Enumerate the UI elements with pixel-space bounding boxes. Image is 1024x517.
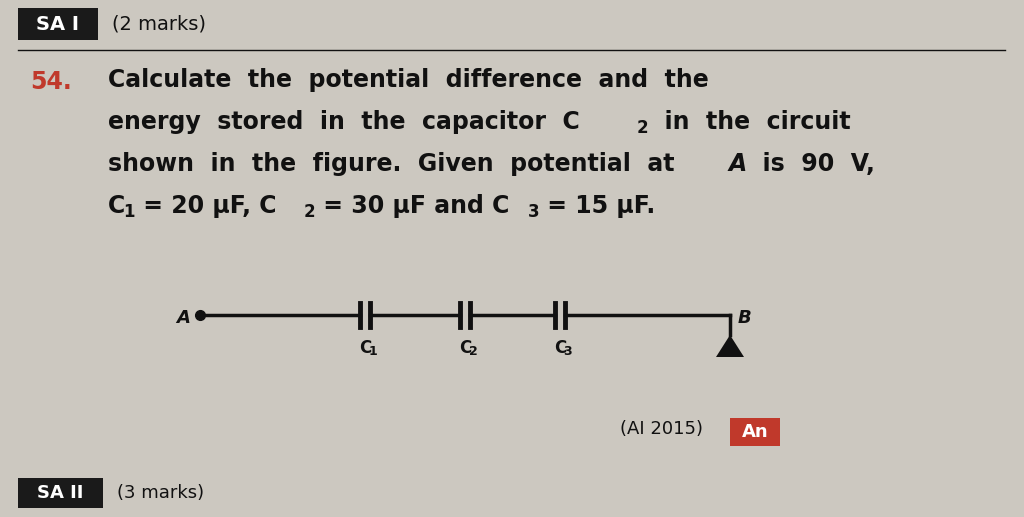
- Bar: [18, 8, 98, 40]
- Text: (2 marks): (2 marks): [112, 14, 206, 34]
- Text: A: A: [729, 152, 748, 176]
- Text: 2: 2: [637, 119, 648, 137]
- Text: energy  stored  in  the  capacitor  C: energy stored in the capacitor C: [108, 110, 580, 134]
- Text: (3 marks): (3 marks): [117, 484, 204, 502]
- Polygon shape: [716, 335, 744, 357]
- Text: 1: 1: [369, 345, 378, 358]
- Text: SA II: SA II: [37, 484, 84, 502]
- Text: (AI 2015): (AI 2015): [620, 420, 703, 438]
- Text: C: C: [459, 339, 471, 357]
- Text: SA I: SA I: [37, 14, 80, 34]
- Text: C: C: [108, 194, 125, 218]
- Text: 54.: 54.: [30, 70, 72, 94]
- Text: in  the  circuit: in the circuit: [648, 110, 851, 134]
- Text: 2: 2: [469, 345, 477, 358]
- Bar: [730, 418, 780, 446]
- Text: A: A: [176, 309, 190, 327]
- Text: = 30 μF and C: = 30 μF and C: [315, 194, 509, 218]
- Text: = 20 μF, C: = 20 μF, C: [135, 194, 276, 218]
- Text: C: C: [554, 339, 566, 357]
- Text: 2: 2: [304, 203, 315, 221]
- Text: is  90  V,: is 90 V,: [746, 152, 874, 176]
- Text: C: C: [358, 339, 371, 357]
- Text: 3: 3: [563, 345, 572, 358]
- Text: shown  in  the  figure.  Given  potential  at: shown in the figure. Given potential at: [108, 152, 691, 176]
- Text: An: An: [741, 423, 768, 441]
- Bar: [18, 478, 103, 508]
- Text: B: B: [738, 309, 752, 327]
- Text: 1: 1: [123, 203, 134, 221]
- Text: 3: 3: [528, 203, 540, 221]
- Text: = 15 μF.: = 15 μF.: [539, 194, 655, 218]
- Text: Calculate  the  potential  difference  and  the: Calculate the potential difference and t…: [108, 68, 709, 92]
